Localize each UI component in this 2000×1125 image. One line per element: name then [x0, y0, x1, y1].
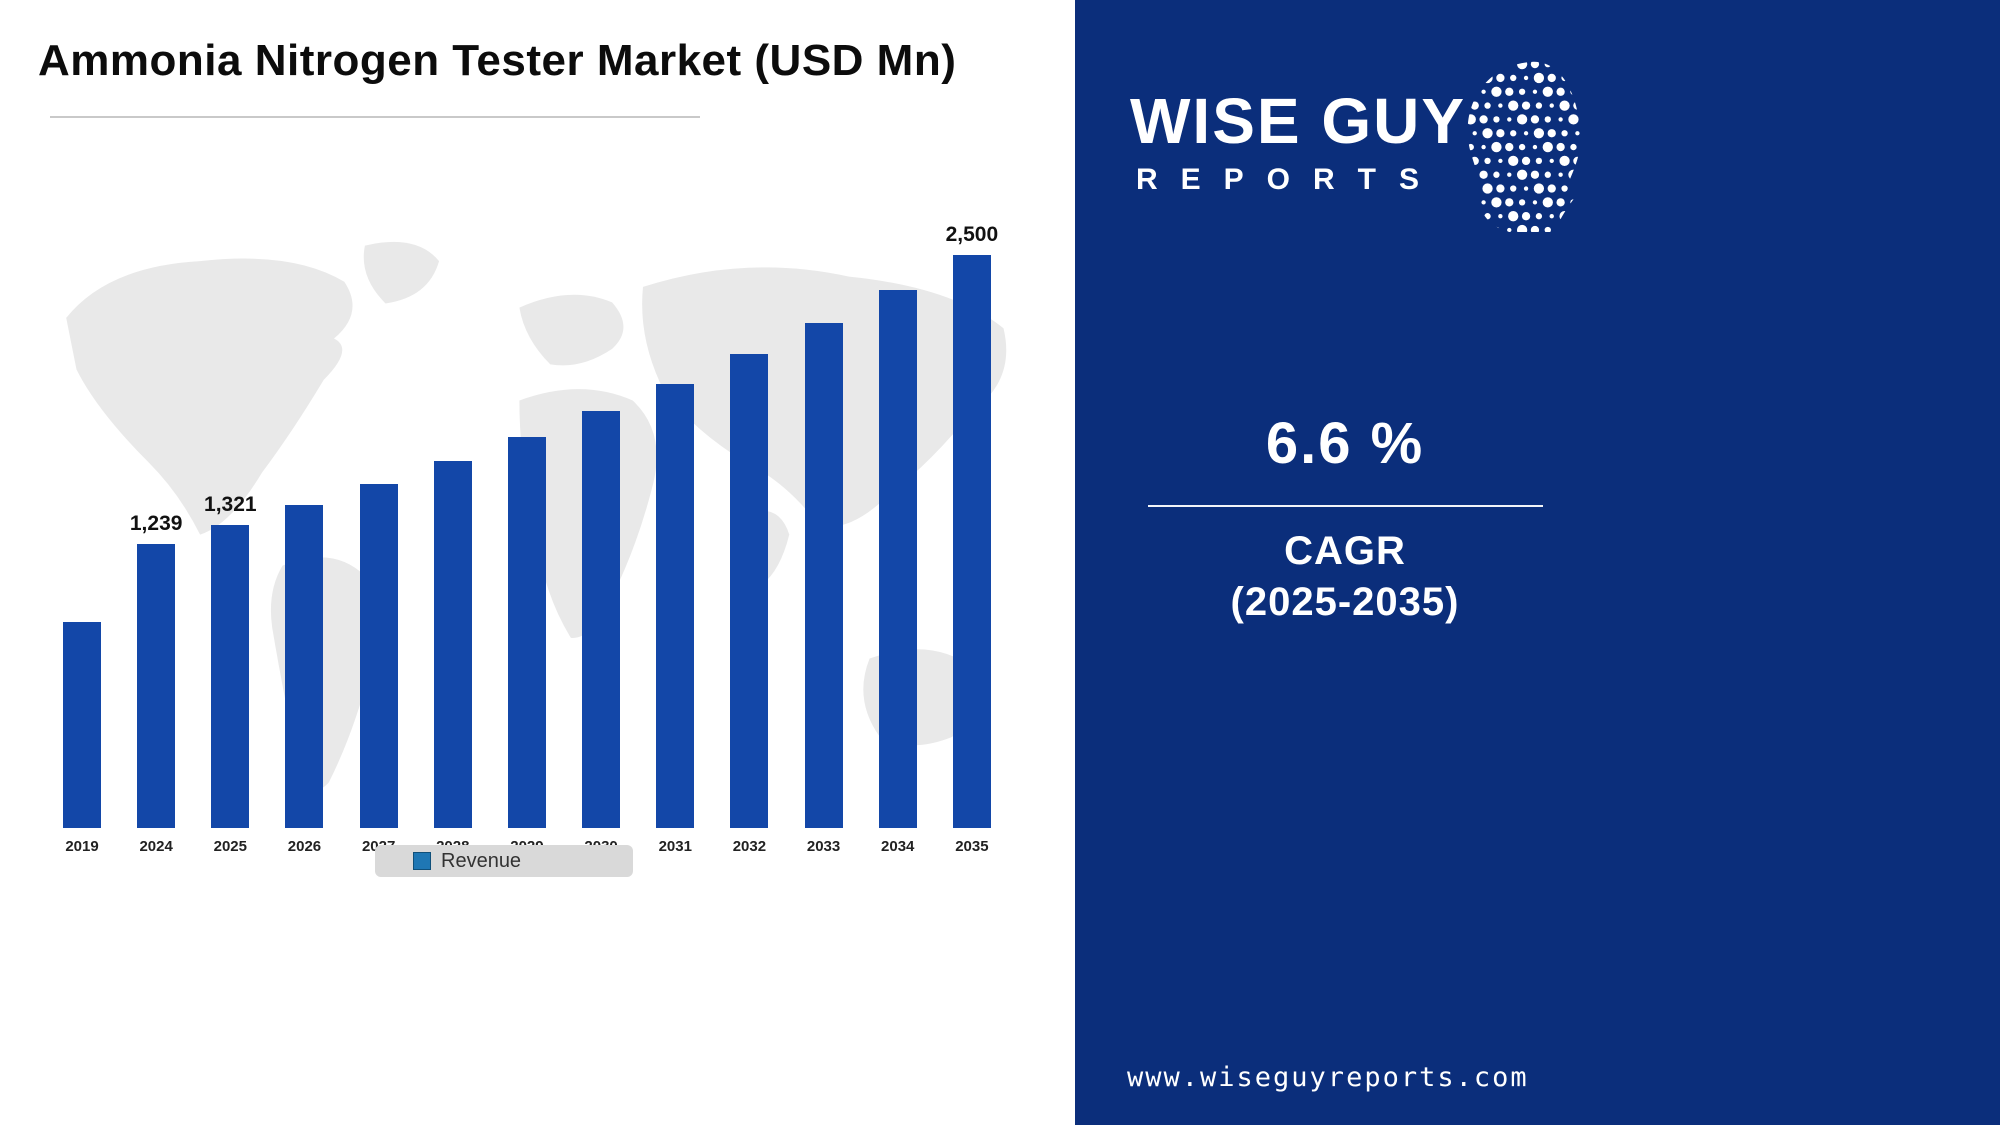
bar-column-2026: 2026 — [284, 505, 324, 855]
bar-column-2031: 2031 — [655, 384, 695, 855]
bar-2024 — [137, 544, 176, 828]
bar-series: 2019 1,239 2024 1,321 2025 2026 2027 2028 2029 20… — [62, 198, 999, 855]
bar-2035 — [952, 255, 991, 828]
x-axis-tick-2026: 2026 — [287, 838, 322, 855]
bar-value-label: 1,321 — [204, 493, 257, 516]
x-axis-tick-2033: 2033 — [806, 838, 841, 855]
bar-2025 — [211, 525, 250, 828]
bar-column-2028: 2028 — [433, 461, 473, 855]
cagr-value: 6.6 % — [1265, 411, 1425, 476]
bar-2027 — [359, 484, 398, 828]
logo-wordmark-top: WISE GUY — [1130, 85, 1467, 157]
x-axis-tick-2035: 2035 — [955, 838, 989, 855]
bar-column-2029: 2029 — [507, 437, 547, 855]
bar-column-2024: 1,239 2024 — [130, 512, 183, 855]
bar-2019 — [63, 622, 101, 828]
logo-wordmark-bottom: REPORTS — [1136, 163, 1443, 197]
bar-column-2033: 2033 — [804, 323, 844, 855]
cagr-period: (2025-2035) — [1230, 580, 1460, 624]
wise-guy-reports-logo: WISE GUY REPORTS — [1130, 61, 1610, 246]
revenue-bar-chart: 2019 1,239 2024 1,321 2025 2026 2027 2028 2029 20… — [62, 198, 999, 855]
bar-2033 — [804, 323, 843, 828]
x-axis-tick-2019: 2019 — [65, 838, 99, 855]
page-title: Ammonia Nitrogen Tester Market (USD Mn) — [38, 36, 957, 85]
info-panel: WISE GUY REPORTS 6.6 % CAGR (2025-2035) … — [1075, 0, 2000, 1125]
x-axis-tick-2034: 2034 — [881, 838, 915, 855]
x-axis-tick-2024: 2024 — [139, 838, 173, 855]
cagr-label: CAGR — [1284, 529, 1406, 573]
x-axis-tick-2031: 2031 — [658, 838, 692, 855]
x-axis-tick-2025: 2025 — [213, 838, 247, 855]
cagr-block: 6.6 % CAGR (2025-2035) — [1075, 410, 1615, 625]
bar-column-2032: 2032 — [729, 354, 769, 855]
bar-2026 — [285, 505, 324, 828]
chart-section: Ammonia Nitrogen Tester Market (USD Mn) … — [38, 36, 1007, 877]
bar-2029 — [507, 437, 546, 828]
cagr-divider — [1147, 505, 1543, 507]
bar-column-2035: 2,500 2035 — [946, 223, 999, 855]
bar-column-2019: 2019 — [62, 622, 102, 855]
bar-value-label: 2,500 — [945, 223, 999, 246]
x-axis-tick-2032: 2032 — [732, 838, 767, 855]
legend-label: Revenue — [441, 849, 522, 872]
title-divider — [50, 116, 700, 118]
bar-2028 — [433, 461, 472, 828]
bar-2030 — [582, 411, 621, 828]
dotted-head-icon — [1467, 61, 1581, 232]
bar-2034 — [878, 290, 917, 828]
bar-value-label: 1,239 — [129, 512, 183, 535]
bar-2031 — [656, 384, 695, 828]
website-url: www.wiseguyreports.com — [1127, 1062, 1529, 1093]
bar-column-2034: 2034 — [878, 290, 918, 855]
bar-column-2027: 2027 — [359, 484, 399, 855]
chart-legend: Revenue — [375, 845, 633, 877]
logo-text: WISE GUY REPORTS — [1130, 85, 1467, 197]
bar-column-2030: 2030 — [581, 411, 621, 855]
bar-2032 — [730, 354, 769, 828]
bar-column-2025: 1,321 2025 — [204, 493, 257, 855]
legend-swatch-icon — [413, 852, 431, 870]
